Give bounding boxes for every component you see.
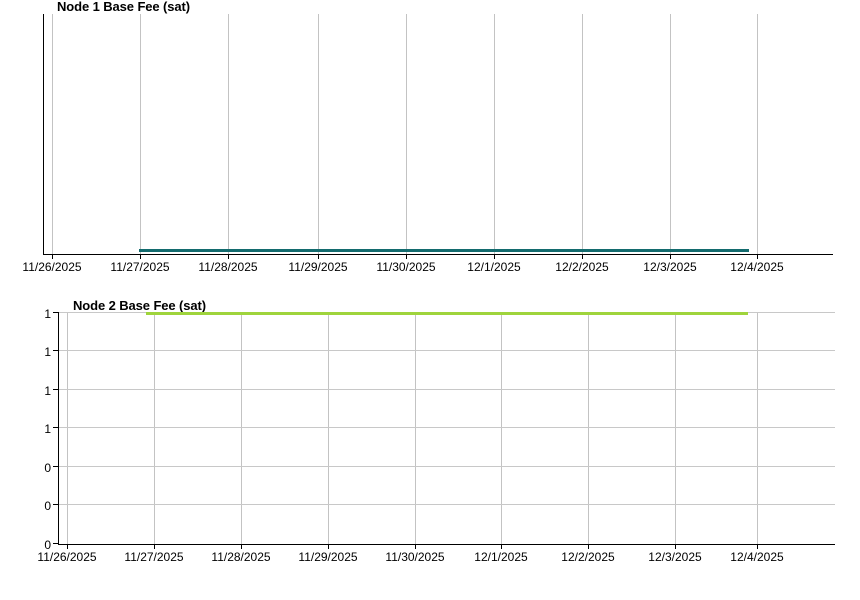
- y-tick-mark: [53, 543, 58, 544]
- y-tick-mark: [53, 350, 58, 351]
- x-tick-mark: [154, 544, 155, 549]
- gridline-horizontal: [58, 427, 835, 428]
- x-tick-label: 12/3/2025: [643, 260, 697, 274]
- x-tick-mark: [670, 254, 671, 259]
- y-tick-label: 1: [44, 345, 51, 359]
- x-tick-mark: [757, 254, 758, 259]
- y-tick-label: 1: [44, 307, 51, 321]
- gridline-vertical: [67, 312, 68, 544]
- y-tick-mark: [53, 427, 58, 428]
- x-tick-label: 12/4/2025: [730, 550, 784, 564]
- x-tick-label: 11/27/2025: [110, 260, 170, 274]
- gridline-vertical: [494, 14, 495, 254]
- gridline-vertical: [501, 312, 502, 544]
- y-tick-label: 0: [44, 499, 51, 513]
- x-tick-label: 11/30/2025: [385, 550, 445, 564]
- gridline-vertical: [228, 14, 229, 254]
- x-tick-label: 11/28/2025: [198, 260, 258, 274]
- x-tick-mark: [318, 254, 319, 259]
- chart-node-1-title: Node 1 Base Fee (sat): [57, 0, 191, 14]
- chart-node-2-base-fee: Node 2 Base Fee (sat) 1 1 1 1 0 0 0: [0, 295, 860, 600]
- gridline-horizontal: [58, 389, 835, 390]
- gridline-vertical: [670, 14, 671, 254]
- x-tick-label: 12/4/2025: [730, 260, 784, 274]
- gridline-vertical: [757, 14, 758, 254]
- x-axis-node-2: [58, 544, 835, 545]
- x-tick-label: 11/28/2025: [211, 550, 271, 564]
- gridline-vertical: [140, 14, 141, 254]
- y-tick-mark: [53, 504, 58, 505]
- gridline-vertical: [406, 14, 407, 254]
- x-tick-label: 12/1/2025: [467, 260, 521, 274]
- x-tick-mark: [757, 544, 758, 549]
- x-tick-mark: [675, 544, 676, 549]
- x-tick-mark: [582, 254, 583, 259]
- gridline-horizontal: [58, 504, 835, 505]
- gridline-vertical: [415, 312, 416, 544]
- y-axis-node-2: [58, 312, 59, 544]
- series-line-node-2: [146, 312, 748, 315]
- gridline-vertical: [52, 14, 53, 254]
- y-tick-label: 0: [44, 461, 51, 475]
- x-tick-mark: [494, 254, 495, 259]
- y-tick-label: 0: [44, 538, 51, 552]
- x-tick-mark: [501, 544, 502, 549]
- x-tick-mark: [328, 544, 329, 549]
- gridline-horizontal: [58, 466, 835, 467]
- x-tick-mark: [406, 254, 407, 259]
- gridline-vertical: [675, 312, 676, 544]
- x-tick-label: 12/2/2025: [561, 550, 615, 564]
- y-tick-label: 1: [44, 422, 51, 436]
- x-tick-label: 11/26/2025: [22, 260, 82, 274]
- chart-node-2-title: Node 2 Base Fee (sat): [73, 298, 207, 313]
- x-tick-label: 11/27/2025: [124, 550, 184, 564]
- y-tick-mark: [53, 466, 58, 467]
- gridline-horizontal: [58, 350, 835, 351]
- x-tick-mark: [67, 544, 68, 549]
- x-tick-label: 12/3/2025: [648, 550, 702, 564]
- gridline-vertical: [318, 14, 319, 254]
- y-tick-mark: [53, 389, 58, 390]
- gridline-vertical: [328, 312, 329, 544]
- gridline-vertical: [241, 312, 242, 544]
- series-line-node-1: [139, 249, 749, 252]
- x-tick-label: 11/29/2025: [288, 260, 348, 274]
- x-tick-label: 12/1/2025: [474, 550, 528, 564]
- x-tick-label: 11/30/2025: [376, 260, 436, 274]
- plot-area-node-2: [58, 312, 835, 544]
- x-tick-label: 11/26/2025: [37, 550, 97, 564]
- x-tick-mark: [52, 254, 53, 259]
- x-tick-mark: [415, 544, 416, 549]
- gridline-vertical: [588, 312, 589, 544]
- y-axis-node-1: [43, 14, 44, 254]
- gridline-vertical: [757, 312, 758, 544]
- x-tick-mark: [588, 544, 589, 549]
- y-tick-mark: [53, 312, 58, 313]
- y-tick-label: 1: [44, 384, 51, 398]
- x-axis-node-1: [43, 254, 833, 255]
- x-tick-label: 12/2/2025: [555, 260, 609, 274]
- x-tick-label: 11/29/2025: [298, 550, 358, 564]
- gridline-vertical: [582, 14, 583, 254]
- gridline-vertical: [154, 312, 155, 544]
- x-tick-mark: [241, 544, 242, 549]
- plot-area-node-1: [43, 14, 833, 254]
- x-tick-mark: [228, 254, 229, 259]
- chart-node-1-base-fee: Node 1 Base Fee (sat) 11/26/2025 11/27/2…: [0, 0, 860, 290]
- x-tick-mark: [140, 254, 141, 259]
